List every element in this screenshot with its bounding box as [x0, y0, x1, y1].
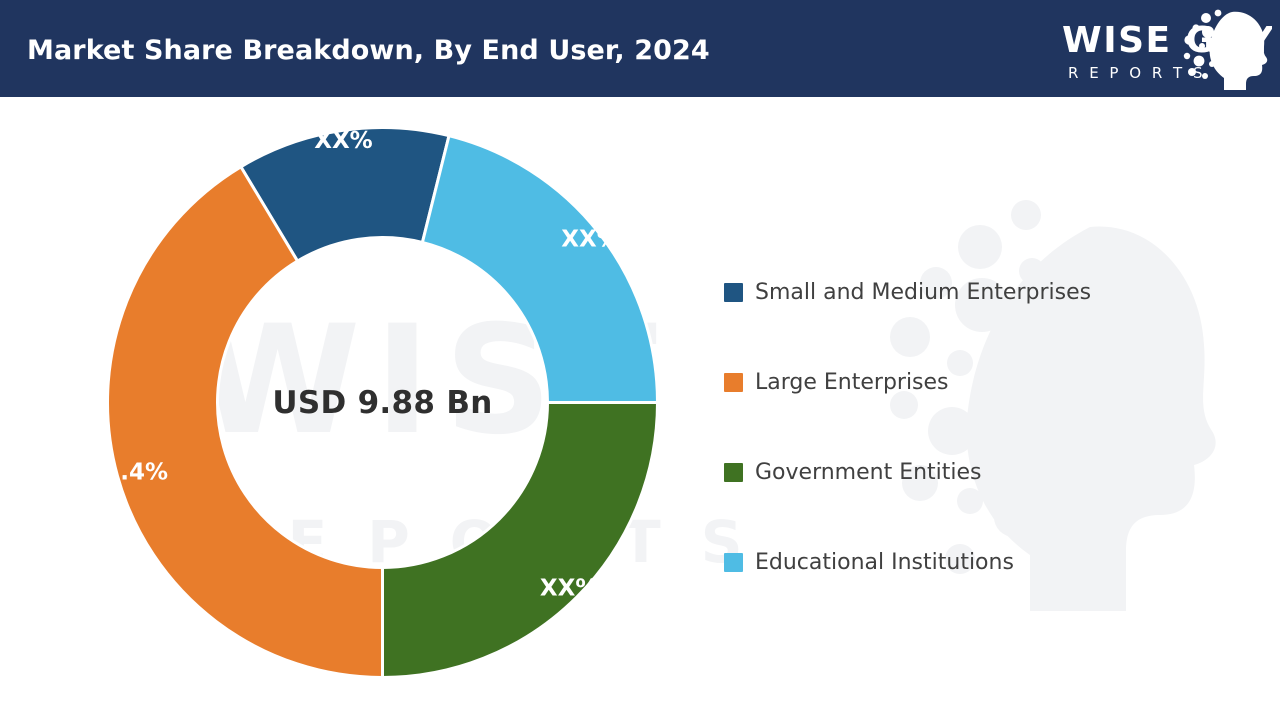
page-title: Market Share Breakdown, By End User, 202… [27, 35, 710, 66]
donut-slice-labels: XX% 41.4% XX% XX% [88, 128, 620, 602]
donut-chart-svg: XX% 41.4% XX% XX% [88, 126, 660, 680]
donut-slice[interactable] [381, 401, 660, 680]
page-header: Market Share Breakdown, By End User, 202… [0, 0, 1280, 97]
legend-item-label: Educational Institutions [755, 549, 1014, 575]
donut-chart: XX% 41.4% XX% XX% [88, 110, 675, 695]
legend-item[interactable]: Small and Medium Enterprises [724, 247, 1194, 337]
legend-item[interactable]: Large Enterprises [724, 337, 1194, 427]
legend-item[interactable]: Educational Institutions [724, 517, 1194, 607]
legend-color-swatch [724, 462, 743, 482]
chart-legend: Small and Medium Enterprises Large Enterp… [724, 247, 1194, 607]
legend-item-label: Large Enterprises [755, 369, 949, 395]
donut-slices [106, 126, 660, 680]
donut-slice-label: 41.4% [88, 460, 168, 486]
logo-secondary-text: R E P O R T S [1068, 64, 1205, 82]
donut-slice-label: XX% [540, 576, 599, 602]
legend-color-swatch [724, 372, 743, 392]
logo-head-icon [1183, 9, 1268, 90]
donut-slice-label: XX% [561, 226, 620, 252]
donut-slice-label: XX% [314, 128, 373, 154]
legend-item[interactable]: Government Entities [724, 427, 1194, 517]
legend-item-label: Small and Medium Enterprises [755, 279, 1092, 305]
wise-guy-reports-logo: WISE GUY R E P O R T S [1056, 6, 1272, 90]
donut-slice[interactable] [106, 164, 384, 680]
legend-color-swatch [724, 552, 743, 572]
legend-color-swatch [724, 282, 743, 302]
donut-slice[interactable] [420, 133, 660, 404]
legend-item-label: Government Entities [755, 459, 982, 485]
